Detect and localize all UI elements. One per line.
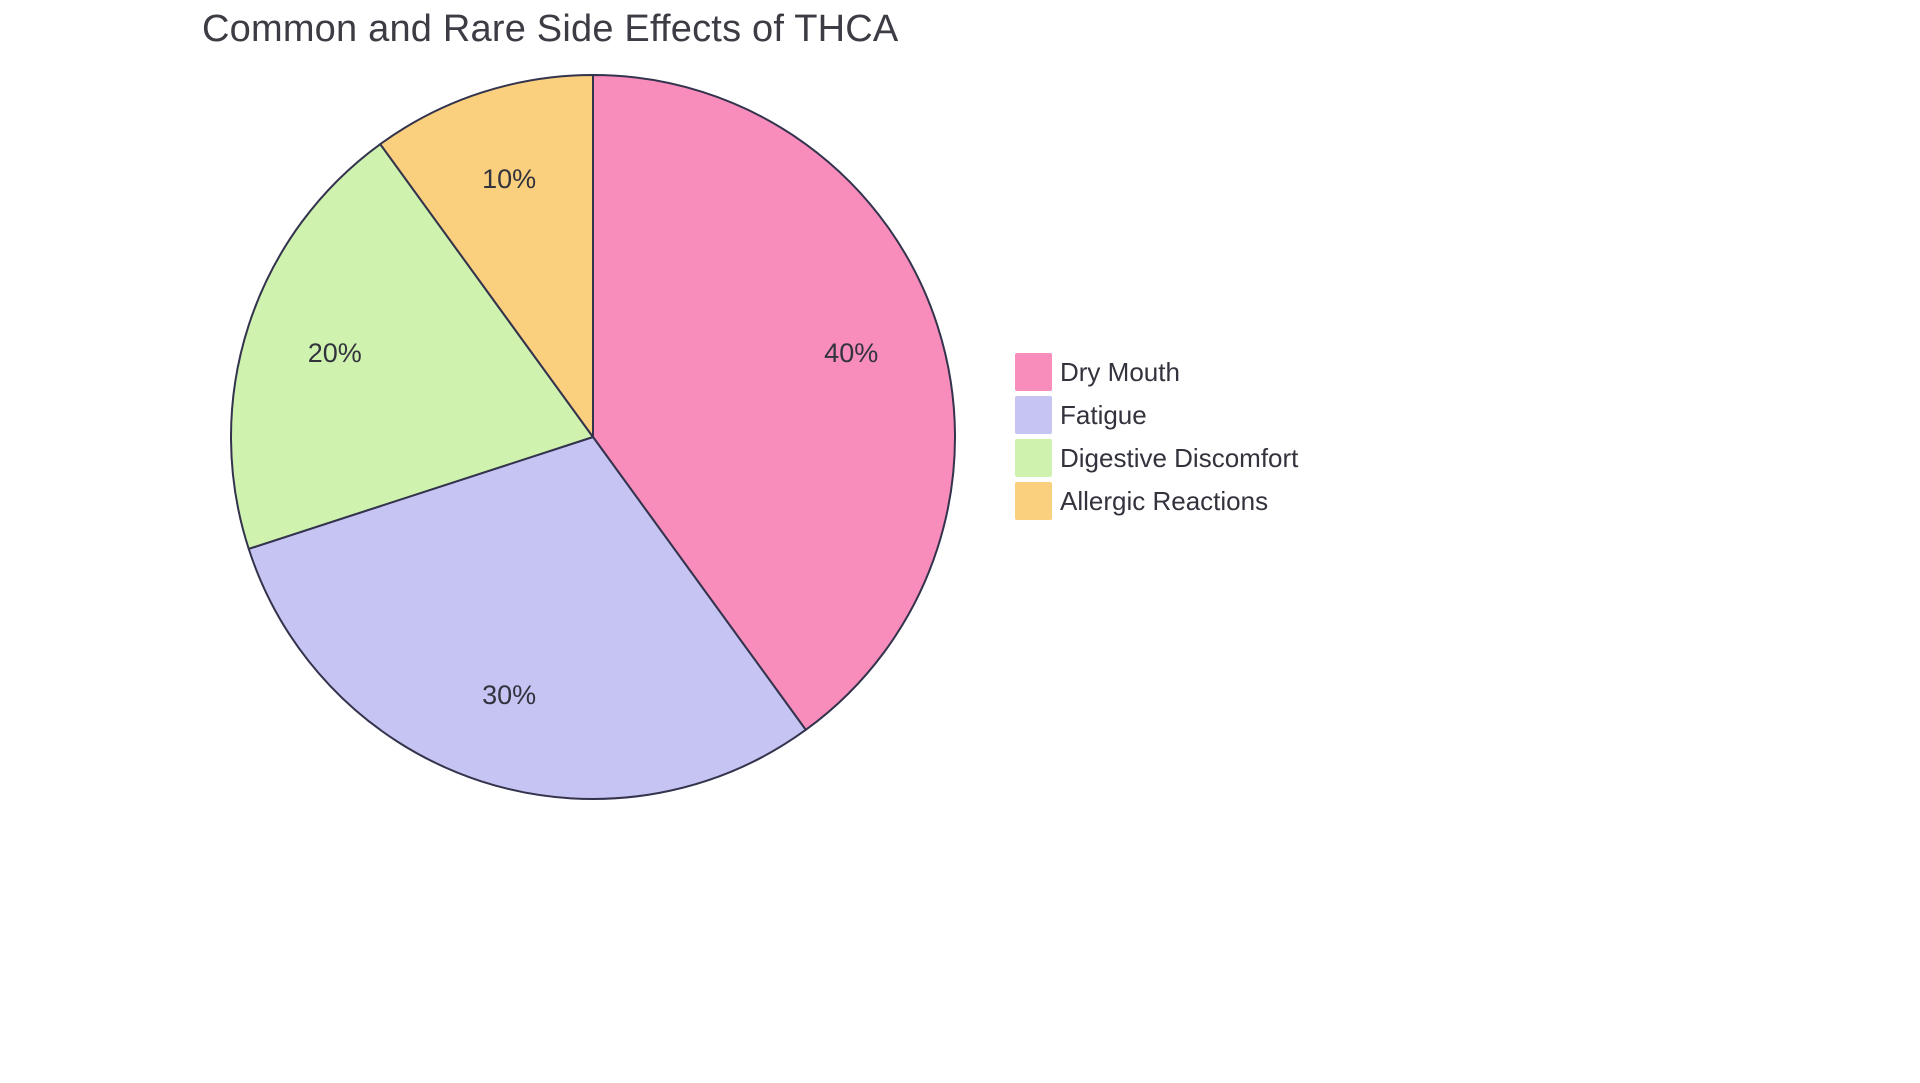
legend-label: Digestive Discomfort (1060, 442, 1299, 473)
legend-label: Allergic Reactions (1060, 485, 1269, 516)
legend-swatch (1015, 439, 1052, 477)
pie-slice-allergic-reactions (379, 74, 594, 438)
slice-percent-label: 40% (824, 338, 878, 368)
legend-label: Dry Mouth (1060, 356, 1180, 387)
legend-item-fatigue: Fatigue (1015, 396, 1298, 434)
pie-slice-fatigue (247, 436, 807, 800)
chart-title: Common and Rare Side Effects of THCA (202, 8, 899, 50)
chart-legend: Dry Mouth Fatigue Digestive Discomfort Alle… (1015, 353, 1298, 520)
legend-swatch (1015, 353, 1052, 391)
slice-percent-label: 10% (482, 164, 536, 194)
slice-percent-label: 30% (482, 680, 536, 710)
legend-item-dry-mouth: Dry Mouth (1015, 353, 1298, 391)
legend-swatch (1015, 396, 1052, 434)
legend-label: Fatigue (1060, 399, 1147, 430)
legend-item-digestive-discomfort: Digestive Discomfort (1015, 439, 1298, 477)
pie-slice-digestive-discomfort (230, 143, 594, 550)
slice-percent-label: 20% (308, 338, 362, 368)
legend-item-allergic-reactions: Allergic Reactions (1015, 482, 1298, 520)
pie-slice-dry-mouth (592, 74, 956, 731)
legend-swatch (1015, 482, 1052, 520)
